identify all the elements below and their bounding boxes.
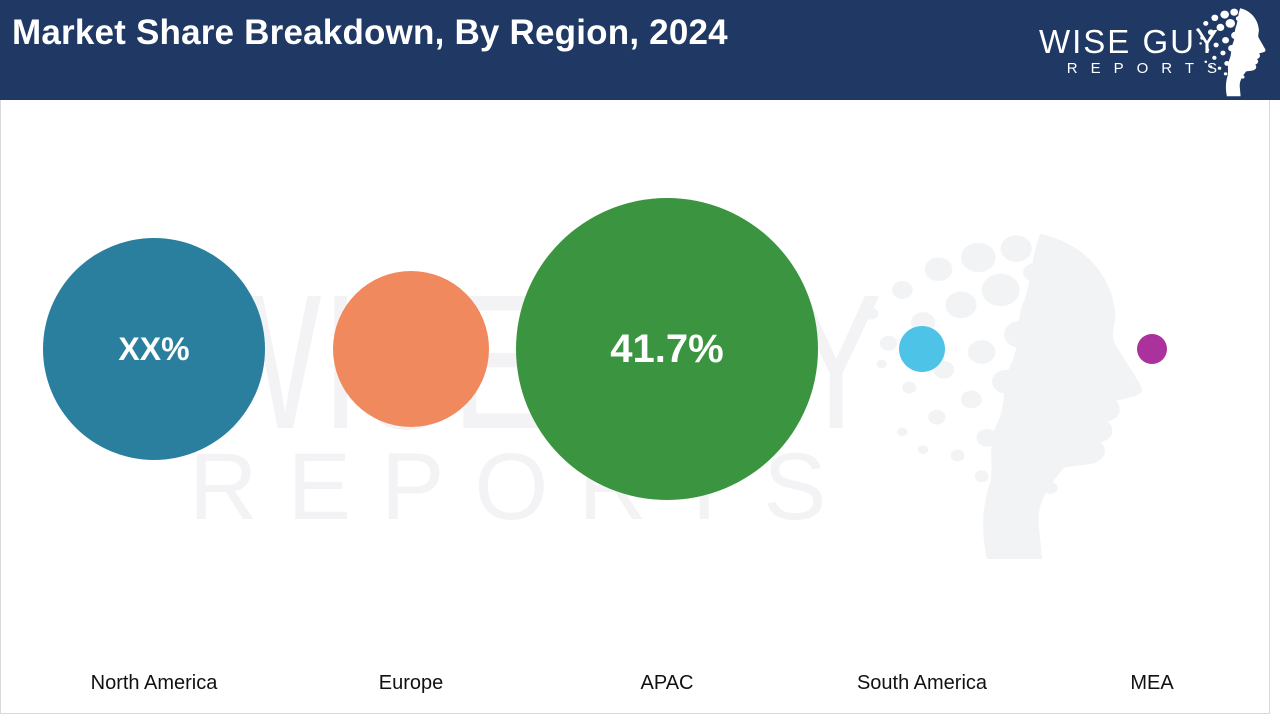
region-label-apac: APAC [640,672,694,694]
watermark-head-icon [823,222,1168,562]
logo-wordmark: WISE GUY [1038,22,1220,60]
wise-guy-logo: WISE GUY REPORTS [1039,0,1272,100]
bubble-value-label-apac: 41.7% [610,326,724,371]
bubble-north-america: XX% [43,238,265,460]
region-label-south-america: South America [856,672,988,694]
bubble-europe [333,271,489,427]
region-label-north-america: North America [90,672,218,694]
header-bar: Market Share Breakdown, By Region, 2024 … [0,0,1280,100]
bubble-mea [1137,334,1167,364]
bubble-value-label-north-america: XX% [118,330,190,367]
bubble-south-america [899,326,945,372]
region-label-mea: MEA [1130,672,1174,694]
page-title: Market Share Breakdown, By Region, 2024 [12,13,728,52]
logo-subtitle: REPORTS [1066,59,1230,77]
chart-area: WISE GUY REPORTS XX%41.7% North AmericaE… [0,100,1270,714]
logo-text: WISE GUY REPORTS [1039,25,1220,76]
bubble-apac: 41.7% [516,198,818,500]
region-label-europe: Europe [378,672,444,694]
